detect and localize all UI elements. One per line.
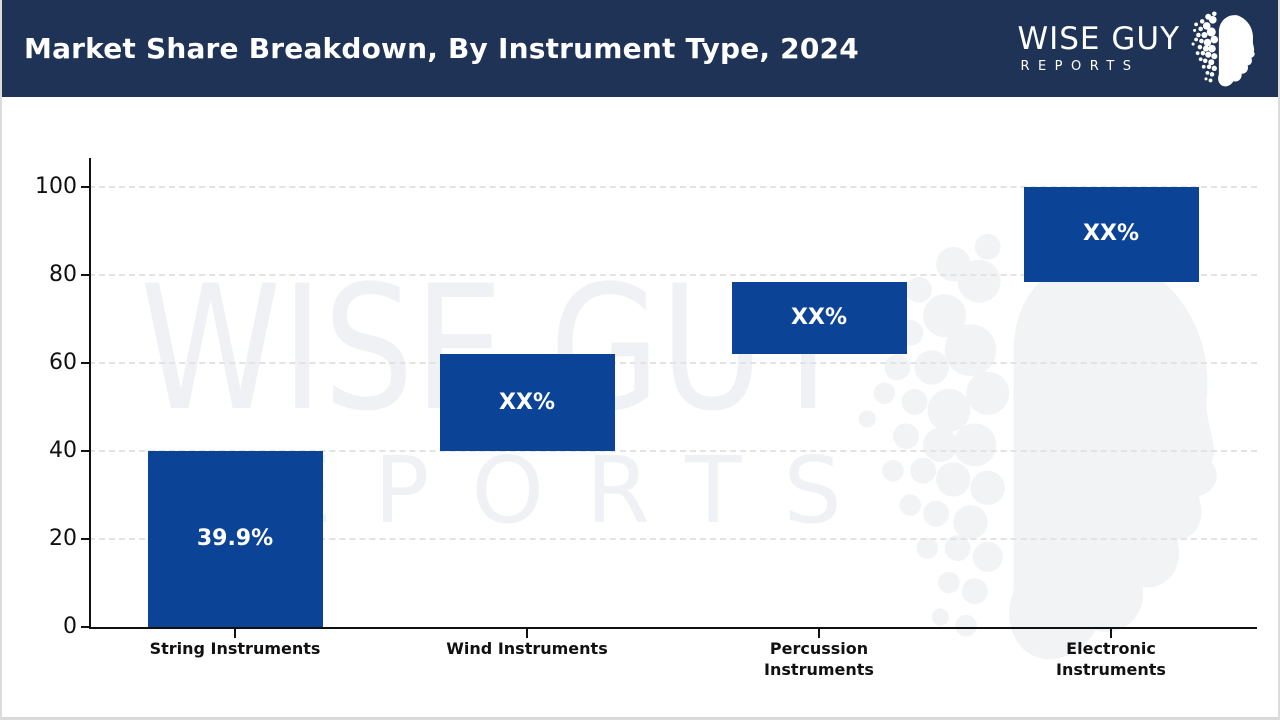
logo-wordmark: WISE GUY — [1017, 20, 1180, 57]
logo-subtext: REPORTS — [1020, 58, 1140, 74]
x-axis-tick — [818, 629, 820, 638]
y-axis-tick — [81, 626, 89, 628]
y-axis-tick-label: 0 — [63, 614, 77, 639]
x-axis-tick — [1110, 629, 1112, 638]
bar-value-label: 39.9% — [196, 526, 274, 552]
x-axis-category-label: Percussion Instruments — [764, 639, 874, 679]
logo-text: WISE GUY REPORTS — [1017, 20, 1180, 74]
gridline — [89, 274, 1257, 276]
bar-segment — [147, 451, 323, 627]
x-axis-category-label: Electronic Instruments — [1056, 639, 1166, 679]
y-axis-tick-label: 80 — [49, 262, 77, 287]
bar-value-label: XX% — [791, 304, 847, 330]
y-axis-tick-label: 40 — [49, 438, 77, 463]
y-axis-tick — [81, 274, 89, 276]
page-title: Market Share Breakdown, By Instrument Ty… — [24, 32, 859, 65]
bar-segment — [1023, 187, 1199, 282]
y-axis-tick-label: 20 — [49, 526, 77, 551]
y-axis-line — [89, 158, 91, 629]
x-axis-tick — [234, 629, 236, 638]
y-axis-tick — [81, 450, 89, 452]
report-header: Market Share Breakdown, By Instrument Ty… — [2, 0, 1278, 97]
y-axis-tick — [81, 538, 89, 540]
y-axis-tick — [81, 362, 89, 364]
y-axis-tick — [81, 186, 89, 188]
wiseguy-head-icon — [1184, 7, 1256, 91]
gridline — [89, 362, 1257, 364]
y-axis-tick-label: 60 — [49, 350, 77, 375]
x-axis-category-label: String Instruments — [149, 639, 321, 658]
bar-segment — [731, 281, 907, 355]
wiseguy-logo: WISE GUY REPORTS — [1017, 7, 1256, 91]
x-axis-tick — [526, 629, 528, 638]
gridline — [89, 186, 1257, 188]
chart-area: WISE GUY REPORTS 0 20 40 60 80 100 39.9% String… — [2, 97, 1278, 717]
gridline — [89, 450, 1257, 452]
y-axis-tick-label: 100 — [35, 174, 77, 199]
gridline — [89, 538, 1257, 540]
x-axis-category-label: Wind Instruments — [446, 639, 608, 658]
bar-value-label: XX% — [1083, 221, 1139, 247]
bar-segment — [439, 354, 615, 452]
x-axis-line — [89, 627, 1257, 629]
waterfall-chart: 0 20 40 60 80 100 39.9% String Instruments XX% Wi… — [2, 97, 1278, 717]
bar-value-label: XX% — [499, 389, 555, 415]
